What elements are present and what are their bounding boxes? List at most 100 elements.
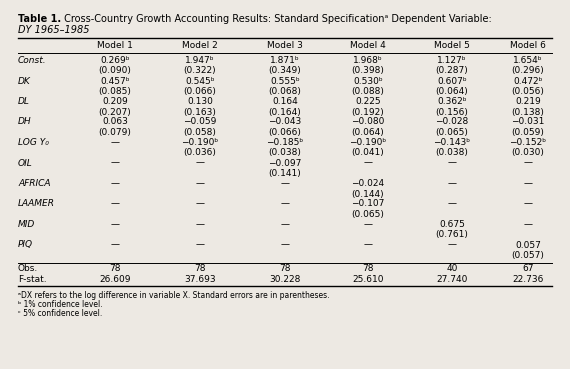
Text: 78: 78 <box>363 264 374 273</box>
Text: MID: MID <box>18 220 35 229</box>
Text: (0.156): (0.156) <box>435 107 469 117</box>
Text: (0.036): (0.036) <box>184 148 217 158</box>
Text: (0.138): (0.138) <box>511 107 544 117</box>
Text: (0.068): (0.068) <box>268 87 302 96</box>
Text: 78: 78 <box>109 264 121 273</box>
Text: (0.079): (0.079) <box>99 128 132 137</box>
Text: DL: DL <box>18 97 30 106</box>
Text: 67: 67 <box>522 264 534 273</box>
Text: —: — <box>196 241 205 249</box>
Text: (0.287): (0.287) <box>435 66 469 76</box>
Text: 40: 40 <box>446 264 458 273</box>
Text: −0.190ᵇ: −0.190ᵇ <box>349 138 386 147</box>
Text: 0.219: 0.219 <box>515 97 541 106</box>
Text: (0.041): (0.041) <box>352 148 384 158</box>
Text: —: — <box>196 179 205 188</box>
Text: 0.545ᵇ: 0.545ᵇ <box>185 76 215 86</box>
Text: —: — <box>111 138 120 147</box>
Text: (0.066): (0.066) <box>268 128 302 137</box>
Text: −0.024: −0.024 <box>352 179 385 188</box>
Text: 1.968ᵇ: 1.968ᵇ <box>353 56 383 65</box>
Text: 0.057: 0.057 <box>515 241 541 249</box>
Text: 1.127ᵇ: 1.127ᵇ <box>437 56 467 65</box>
Text: −0.107: −0.107 <box>351 200 385 208</box>
Text: —: — <box>447 159 457 168</box>
Text: (0.038): (0.038) <box>268 148 302 158</box>
Text: 27.740: 27.740 <box>436 275 468 283</box>
Text: 0.675: 0.675 <box>439 220 465 229</box>
Text: DH: DH <box>18 117 31 127</box>
Text: 0.530ᵇ: 0.530ᵇ <box>353 76 383 86</box>
Text: 0.130: 0.130 <box>187 97 213 106</box>
Text: Model 6: Model 6 <box>510 41 546 50</box>
Text: ᶜ 5% confidence level.: ᶜ 5% confidence level. <box>18 309 102 318</box>
Text: —: — <box>364 159 373 168</box>
Text: —: — <box>364 241 373 249</box>
Text: Obs.: Obs. <box>18 264 38 273</box>
Text: —: — <box>447 200 457 208</box>
Text: —: — <box>280 179 290 188</box>
Text: —: — <box>280 200 290 208</box>
Text: —: — <box>111 200 120 208</box>
Text: —: — <box>280 241 290 249</box>
Text: (0.144): (0.144) <box>352 190 384 199</box>
Text: Const.: Const. <box>18 56 47 65</box>
Text: —: — <box>447 241 457 249</box>
Text: F-stat.: F-stat. <box>18 275 47 283</box>
Text: 0.607ᵇ: 0.607ᵇ <box>437 76 467 86</box>
Text: —: — <box>111 179 120 188</box>
Text: (0.349): (0.349) <box>268 66 302 76</box>
Text: (0.066): (0.066) <box>184 87 217 96</box>
Text: Model 2: Model 2 <box>182 41 218 50</box>
Text: 0.164: 0.164 <box>272 97 298 106</box>
Text: 0.472ᵇ: 0.472ᵇ <box>513 76 543 86</box>
Text: —: — <box>196 159 205 168</box>
Text: −0.190ᵇ: −0.190ᵇ <box>181 138 219 147</box>
Text: (0.085): (0.085) <box>99 87 132 96</box>
Text: —: — <box>523 200 532 208</box>
Text: (0.059): (0.059) <box>511 128 544 137</box>
Text: ᵇ 1% confidence level.: ᵇ 1% confidence level. <box>18 300 103 309</box>
Text: (0.056): (0.056) <box>511 87 544 96</box>
Text: (0.761): (0.761) <box>435 231 469 239</box>
Text: (0.064): (0.064) <box>435 87 469 96</box>
Text: PIQ: PIQ <box>18 241 33 249</box>
Text: LOG Y₀: LOG Y₀ <box>18 138 49 147</box>
Text: −0.028: −0.028 <box>435 117 469 127</box>
Text: —: — <box>523 220 532 229</box>
Text: (0.322): (0.322) <box>184 66 216 76</box>
Text: −0.097: −0.097 <box>268 159 302 168</box>
Text: Model 5: Model 5 <box>434 41 470 50</box>
Text: (0.030): (0.030) <box>511 148 544 158</box>
Text: (0.088): (0.088) <box>352 87 384 96</box>
Text: 0.555ᵇ: 0.555ᵇ <box>270 76 300 86</box>
Text: 0.362ᵇ: 0.362ᵇ <box>437 97 467 106</box>
Text: 0.063: 0.063 <box>102 117 128 127</box>
Text: Model 3: Model 3 <box>267 41 303 50</box>
Text: —: — <box>364 220 373 229</box>
Text: 1.947ᵇ: 1.947ᵇ <box>185 56 215 65</box>
Text: Cross-Country Growth Accounting Results: Standard Specificationᵃ Dependent Varia: Cross-Country Growth Accounting Results:… <box>61 14 492 24</box>
Text: 78: 78 <box>194 264 206 273</box>
Text: OIL: OIL <box>18 159 32 168</box>
Text: —: — <box>447 179 457 188</box>
Text: −0.152ᵇ: −0.152ᵇ <box>510 138 547 147</box>
Text: (0.141): (0.141) <box>268 169 302 178</box>
Text: —: — <box>111 159 120 168</box>
Text: LAAMER: LAAMER <box>18 200 55 208</box>
Text: (0.164): (0.164) <box>268 107 302 117</box>
Text: 78: 78 <box>279 264 291 273</box>
Text: Model 1: Model 1 <box>97 41 133 50</box>
Text: (0.207): (0.207) <box>99 107 131 117</box>
Text: —: — <box>196 220 205 229</box>
Text: 0.209: 0.209 <box>102 97 128 106</box>
Text: 0.225: 0.225 <box>355 97 381 106</box>
Text: 25.610: 25.610 <box>352 275 384 283</box>
Text: −0.185ᵇ: −0.185ᵇ <box>266 138 304 147</box>
Text: —: — <box>111 220 120 229</box>
Text: —: — <box>523 179 532 188</box>
Text: (0.065): (0.065) <box>435 128 469 137</box>
Text: 22.736: 22.736 <box>512 275 544 283</box>
Text: (0.038): (0.038) <box>435 148 469 158</box>
Text: (0.058): (0.058) <box>184 128 217 137</box>
